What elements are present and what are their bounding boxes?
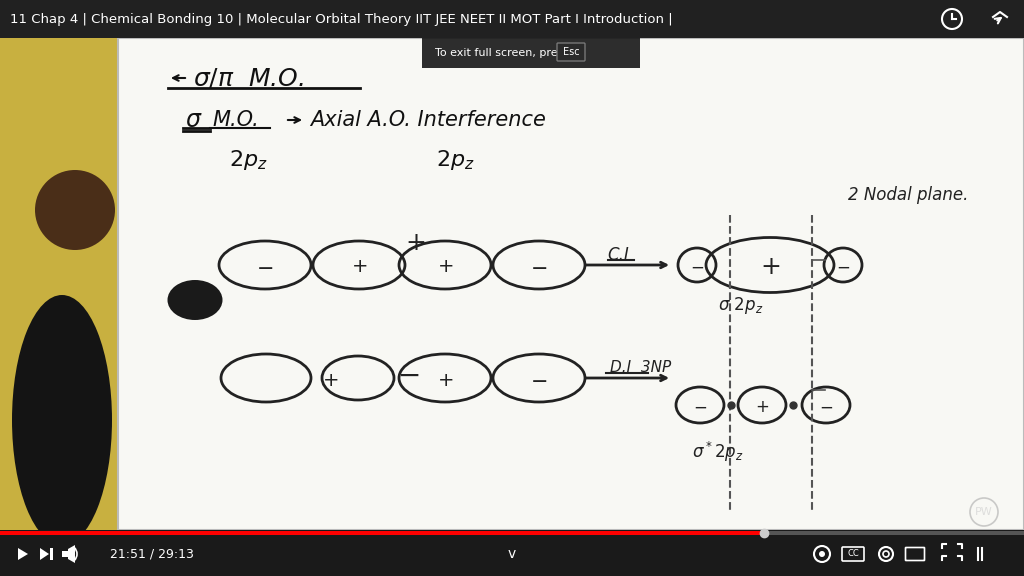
Bar: [0, 531, 764, 535]
Text: 11 Chap 4 | Chemical Bonding 10 | Molecular Orbital Theory IIT JEE NEET II MOT P: 11 Chap 4 | Chemical Bonding 10 | Molecu…: [10, 13, 673, 25]
Text: $+$: $+$: [322, 370, 338, 389]
Text: 21:51 / 29:13: 21:51 / 29:13: [110, 548, 194, 560]
Bar: [0, 530, 1024, 576]
Text: $-$: $-$: [256, 257, 273, 277]
Text: $-$: $-$: [819, 398, 834, 416]
Text: C.I: C.I: [607, 246, 629, 264]
Polygon shape: [62, 551, 68, 557]
Text: M.O.: M.O.: [212, 110, 259, 130]
Bar: [0, 531, 1024, 535]
Text: $\sigma\ 2p_z$: $\sigma\ 2p_z$: [718, 294, 763, 316]
Text: $+$: $+$: [404, 231, 425, 255]
Text: $\sigma$: $\sigma$: [185, 108, 203, 132]
Text: $+$: $+$: [760, 255, 780, 279]
Text: v: v: [508, 547, 516, 561]
Text: $2p_z$: $2p_z$: [435, 148, 474, 172]
Text: CC: CC: [847, 550, 859, 559]
Text: $-$: $-$: [693, 398, 708, 416]
Text: D.I  3NP: D.I 3NP: [610, 359, 672, 374]
Text: $+$: $+$: [755, 398, 769, 416]
Circle shape: [35, 170, 115, 250]
Bar: [50, 548, 53, 560]
Circle shape: [819, 551, 825, 557]
Text: PW: PW: [975, 507, 993, 517]
Text: $+$: $+$: [437, 370, 454, 389]
Text: $2p_z$: $2p_z$: [228, 148, 267, 172]
Text: Axial A.O. Interference: Axial A.O. Interference: [310, 110, 546, 130]
Bar: [0, 0, 1024, 38]
Bar: [422, 38, 640, 68]
Ellipse shape: [168, 280, 222, 320]
Text: $+$: $+$: [351, 257, 368, 276]
Text: $-$: $-$: [530, 257, 548, 277]
FancyBboxPatch shape: [557, 43, 585, 61]
Text: $\sigma^* 2p_z$: $\sigma^* 2p_z$: [692, 440, 743, 464]
Bar: [0, 38, 1024, 530]
Bar: [118, 38, 1024, 530]
Text: Esc: Esc: [562, 47, 580, 57]
Polygon shape: [40, 548, 49, 560]
Text: $-$: $-$: [397, 361, 419, 389]
Polygon shape: [68, 545, 75, 563]
Text: $-$: $-$: [690, 258, 705, 276]
Text: $-$: $-$: [836, 258, 850, 276]
Ellipse shape: [12, 295, 112, 545]
Bar: [0, 38, 178, 530]
Polygon shape: [18, 548, 28, 560]
Text: $\sigma/\pi$  M.O.: $\sigma/\pi$ M.O.: [193, 66, 304, 90]
Text: 2 Nodal plane.: 2 Nodal plane.: [848, 186, 969, 204]
Text: $+$: $+$: [437, 257, 454, 276]
Text: To exit full screen, press: To exit full screen, press: [435, 48, 569, 58]
Text: $-$: $-$: [530, 370, 548, 390]
